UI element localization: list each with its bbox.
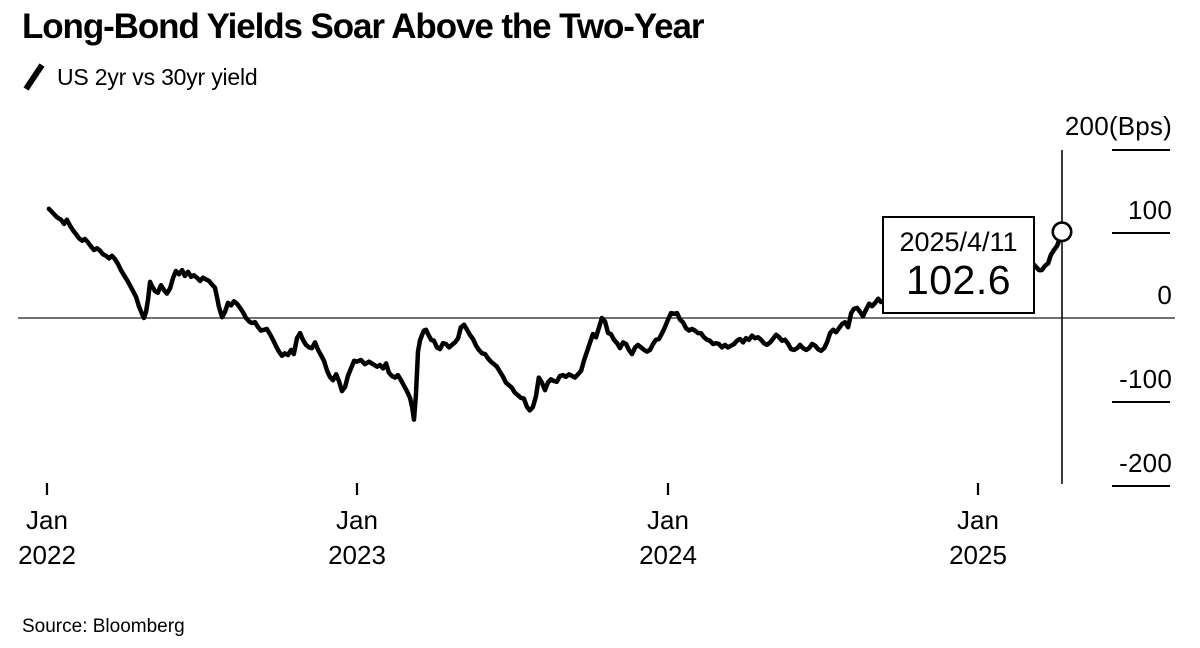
source-attribution: Source: Bloomberg [22,616,185,637]
x-axis-month: Jan [957,505,999,535]
x-axis-year: 2025 [949,540,1007,570]
x-axis-label-2022: Jan 2022 [0,503,117,573]
x-axis-month: Jan [336,505,378,535]
y-axis-label-200: 200(Bps) [1064,111,1172,141]
y-axis-unit-label: (Bps) [1108,111,1172,141]
x-axis-label-2023: Jan 2023 [287,503,427,573]
x-axis-year: 2024 [639,540,697,570]
x-axis-year: 2022 [18,540,76,570]
x-axis-label-2024: Jan 2024 [598,503,738,573]
chart-subtitle: US 2yr vs 30yr yield [57,63,258,90]
chart-key-row: US 2yr vs 30yr yield [22,62,258,92]
yield-spread-line [46,206,1065,422]
x-axis-label-2025: Jan 2025 [908,503,1048,573]
y-axis-label-0: 0 [1157,280,1172,310]
x-axis-month: Jan [26,505,68,535]
y-axis-label-100: 100 [1128,195,1172,225]
callout-value: 102.6 [905,256,1012,303]
y-axis-label-neg200: -200 [1119,448,1172,478]
last-point-marker-dot [1051,221,1073,243]
key-slash-icon [23,63,45,91]
x-axis-year: 2023 [328,540,386,570]
x-axis-month: Jan [647,505,689,535]
y-axis-label-neg100: -100 [1119,364,1172,394]
callout-date: 2025/4/11 [899,226,1018,257]
value-callout: 2025/4/11 102.6 [882,216,1035,314]
chart-title: Long-Bond Yields Soar Above the Two-Year [22,7,704,46]
